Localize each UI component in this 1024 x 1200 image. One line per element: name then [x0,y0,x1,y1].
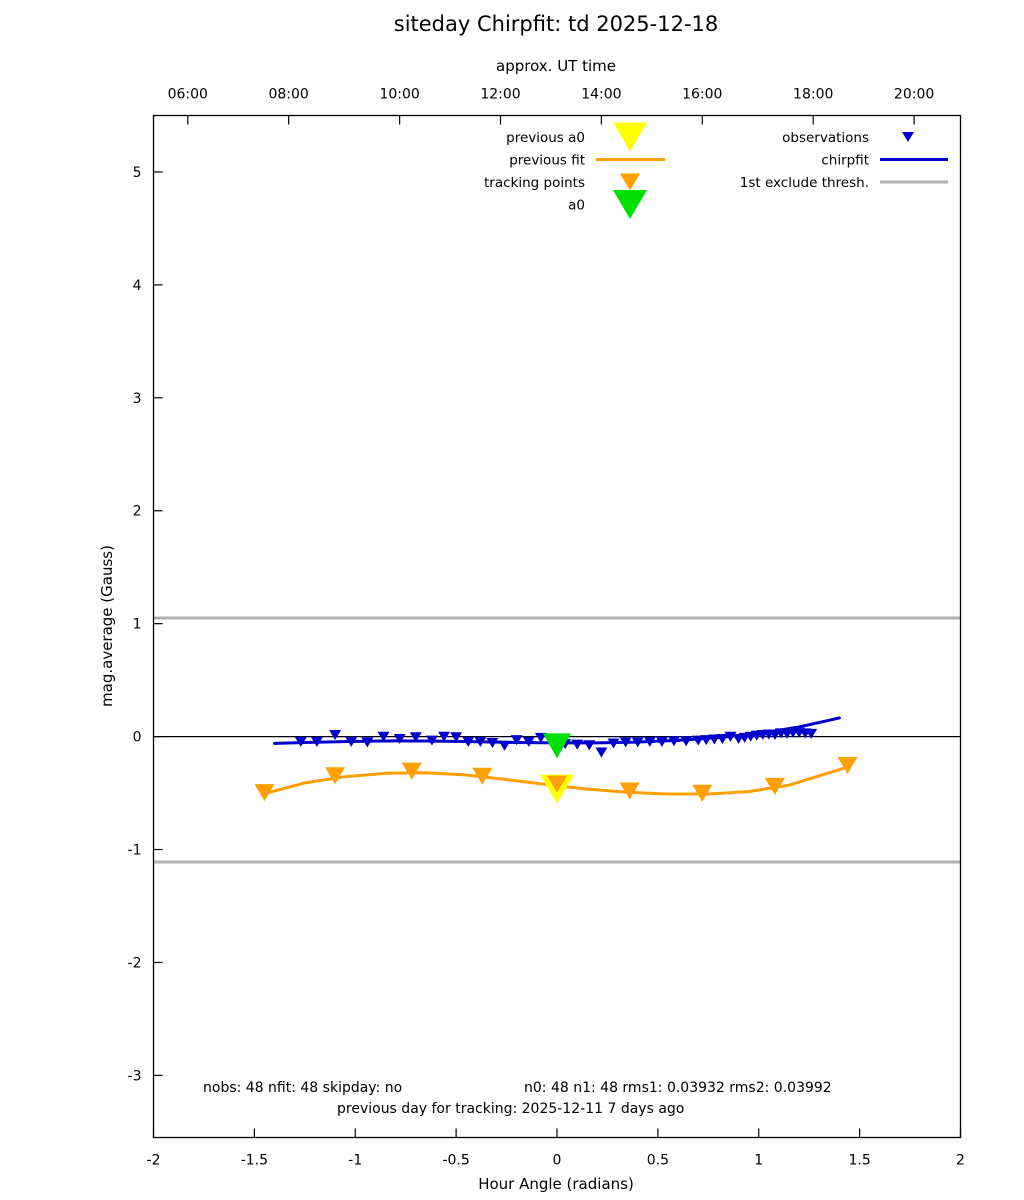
x-axis-label: Hour Angle (radians) [478,1175,634,1193]
observation-marker [607,738,620,749]
annotation-line-1b: n0: 48 n1: 48 rms1: 0.03932 rms2: 0.0399… [524,1080,832,1096]
tracking-point-marker [547,775,567,793]
observation-marker [619,737,632,748]
observation-marker [708,734,721,745]
y-tick-label: -1 [128,843,142,859]
observation-marker [462,736,475,747]
observation-marker [692,735,705,746]
observation-marker [310,736,323,747]
observation-marker [668,736,681,747]
observation-marker [425,735,438,746]
legend-triangle-swatch [613,122,647,152]
annotation-line-2: previous day for tracking: 2025-12-11 7 … [337,1101,684,1117]
legend-label-left: tracking points [484,175,585,191]
x-tick-label: 1 [754,1153,763,1169]
y-tick-label: 5 [133,165,142,181]
observation-marker [583,740,596,751]
legend-label-left: a0 [568,198,585,214]
observation-marker [631,737,644,748]
tracking-point-marker [764,777,785,795]
x-tick-label: -1 [348,1153,362,1169]
observation-marker [595,747,608,758]
tracking-point-marker [401,762,422,780]
observation-marker [700,735,713,746]
legend-label-right: observations [782,130,869,146]
tracking-point-marker [692,784,713,802]
observation-marker [680,736,693,747]
a0-marker [543,733,571,759]
tracking-point-marker [254,784,275,802]
observation-marker [805,728,818,739]
observation-marker [716,733,729,744]
observation-marker [643,736,656,747]
legend-triangle-swatch [902,132,914,142]
observation-marker [294,736,307,747]
observation-marker [345,736,358,747]
observation-marker [534,732,547,743]
y-tick-label: 2 [133,504,142,520]
top-tick-label: 18:00 [793,87,833,103]
legend-label-left: previous a0 [506,130,585,146]
plot-frame [152,114,962,1139]
observation-marker [393,733,406,744]
tracking-point-marker [837,757,858,775]
top-tick-label: 16:00 [682,87,722,103]
top-tick-label: 14:00 [581,87,621,103]
y-tick-label: 1 [133,617,142,633]
top-tick-label: 08:00 [268,87,308,103]
observation-marker [409,732,422,743]
y-tick-label: -3 [128,1068,142,1084]
observation-marker [438,731,451,742]
tracking-point-marker [325,767,346,785]
observation-marker [474,736,487,747]
observation-marker [522,736,535,747]
legend-triangle-swatch [620,173,640,191]
tracking-point-marker [619,782,640,800]
observation-marker [486,737,499,748]
tracking-point-marker [472,767,493,785]
x-tick-label: -2 [147,1153,161,1169]
annotation-line-1: nobs: 48 nfit: 48 skipday: no [203,1080,402,1096]
observation-marker [510,735,523,746]
top-axis-label: approx. UT time [496,57,616,75]
series-line-previous-fit [262,765,852,796]
page-title: siteday Chirpfit: td 2025-12-18 [394,12,719,36]
legend-triangle-swatch [613,190,647,219]
y-tick-label: -2 [128,955,142,971]
top-tick-label: 20:00 [894,87,934,103]
observation-marker [498,740,511,751]
x-tick-label: 1.5 [848,1153,870,1169]
y-tick-label: 0 [133,730,142,746]
y-tick-label: 4 [133,278,142,294]
observation-marker [655,736,668,747]
top-tick-label: 06:00 [168,87,208,103]
top-tick-label: 12:00 [480,87,520,103]
observation-marker [450,732,463,743]
x-tick-label: 0 [553,1153,562,1169]
legend-label-right: 1st exclude thresh. [740,175,869,191]
observation-marker [377,731,390,742]
x-tick-label: -1.5 [241,1153,268,1169]
y-tick-label: 3 [133,391,142,407]
x-tick-label: -0.5 [442,1153,469,1169]
top-tick-label: 10:00 [379,87,419,103]
x-tick-label: 2 [956,1153,965,1169]
legend-label-left: previous fit [509,153,585,169]
legend-label-right: chirpfit [821,153,869,169]
observation-marker [571,739,584,750]
x-tick-label: 0.5 [647,1153,669,1169]
y-axis-label: mag.average (Gauss) [98,545,116,707]
observation-marker [361,737,374,748]
observation-marker [329,730,342,741]
